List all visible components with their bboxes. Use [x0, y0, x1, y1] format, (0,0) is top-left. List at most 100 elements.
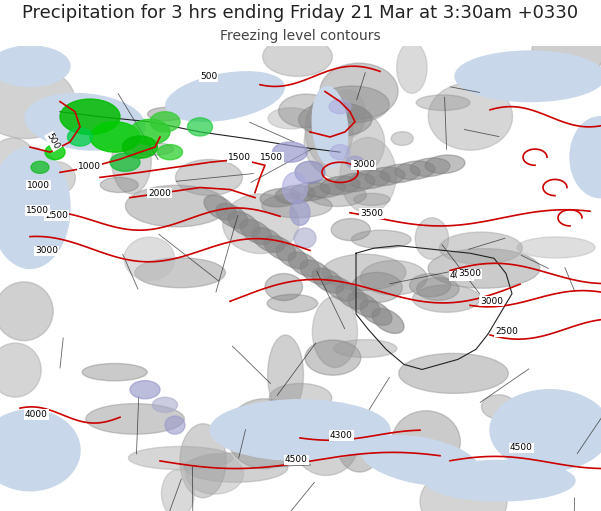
Ellipse shape [184, 453, 288, 482]
Text: 1500: 1500 [260, 153, 283, 162]
Ellipse shape [90, 122, 140, 152]
Ellipse shape [112, 128, 151, 194]
Ellipse shape [294, 228, 316, 248]
Ellipse shape [223, 194, 299, 253]
Ellipse shape [335, 173, 375, 192]
Ellipse shape [265, 273, 302, 300]
Ellipse shape [295, 161, 325, 183]
Ellipse shape [308, 183, 367, 206]
Ellipse shape [210, 400, 390, 460]
Ellipse shape [322, 254, 406, 290]
Text: 1000: 1000 [27, 180, 50, 190]
Text: 2500: 2500 [495, 327, 518, 336]
Text: 3500: 3500 [360, 209, 383, 218]
Text: 1500: 1500 [228, 153, 251, 162]
Ellipse shape [130, 119, 170, 145]
Text: 2000: 2000 [148, 189, 171, 198]
Ellipse shape [38, 162, 75, 195]
Ellipse shape [305, 340, 361, 375]
Ellipse shape [100, 177, 138, 193]
Ellipse shape [272, 142, 308, 162]
Text: 3000: 3000 [352, 160, 375, 169]
Ellipse shape [204, 195, 236, 220]
Ellipse shape [352, 230, 411, 248]
Text: 2500: 2500 [45, 211, 68, 220]
Ellipse shape [330, 145, 350, 160]
Ellipse shape [334, 340, 397, 357]
Ellipse shape [240, 220, 272, 244]
Ellipse shape [290, 182, 330, 201]
Ellipse shape [300, 260, 332, 285]
Text: Precipitation for 3 hrs ending Friday 21 Mar at 3:30am +0330: Precipitation for 3 hrs ending Friday 21… [22, 4, 579, 22]
Ellipse shape [416, 277, 459, 300]
Ellipse shape [481, 395, 516, 419]
Ellipse shape [320, 63, 398, 119]
Ellipse shape [415, 218, 448, 259]
Ellipse shape [276, 244, 308, 269]
Text: 4500: 4500 [285, 455, 308, 464]
Ellipse shape [361, 436, 479, 485]
Text: 1000: 1000 [78, 162, 101, 171]
Text: 4300: 4300 [330, 431, 353, 440]
Ellipse shape [397, 42, 427, 94]
Ellipse shape [361, 261, 427, 295]
Ellipse shape [227, 399, 302, 469]
Ellipse shape [409, 274, 451, 297]
Ellipse shape [228, 212, 260, 237]
Ellipse shape [0, 147, 70, 268]
Ellipse shape [490, 390, 601, 471]
Ellipse shape [340, 137, 396, 213]
Ellipse shape [268, 108, 314, 129]
Ellipse shape [252, 227, 284, 252]
Ellipse shape [166, 72, 284, 121]
Ellipse shape [31, 161, 49, 173]
Ellipse shape [0, 46, 70, 86]
Ellipse shape [420, 469, 507, 511]
Ellipse shape [425, 460, 575, 501]
Ellipse shape [148, 107, 185, 121]
Ellipse shape [392, 411, 460, 473]
Ellipse shape [304, 106, 385, 179]
Ellipse shape [429, 83, 513, 150]
Ellipse shape [312, 268, 344, 293]
Ellipse shape [124, 237, 175, 281]
Ellipse shape [135, 258, 225, 288]
Ellipse shape [188, 118, 213, 136]
Ellipse shape [395, 161, 435, 179]
Ellipse shape [123, 136, 157, 158]
Ellipse shape [329, 90, 365, 138]
Ellipse shape [305, 94, 353, 166]
Ellipse shape [262, 194, 332, 218]
Ellipse shape [372, 309, 404, 333]
Ellipse shape [150, 112, 180, 132]
Ellipse shape [428, 249, 540, 288]
Ellipse shape [267, 294, 318, 312]
Ellipse shape [126, 185, 228, 227]
Text: 3000: 3000 [35, 246, 58, 255]
Ellipse shape [380, 164, 420, 182]
Ellipse shape [0, 282, 53, 341]
Ellipse shape [25, 94, 145, 150]
Ellipse shape [130, 381, 160, 399]
Ellipse shape [399, 354, 508, 393]
Ellipse shape [517, 237, 595, 258]
Ellipse shape [570, 117, 601, 198]
Ellipse shape [348, 292, 380, 317]
Ellipse shape [351, 272, 402, 303]
Text: 4000: 4000 [25, 410, 48, 419]
Ellipse shape [67, 128, 93, 146]
Ellipse shape [132, 143, 174, 155]
Ellipse shape [316, 86, 389, 123]
Text: 500: 500 [45, 132, 61, 151]
Ellipse shape [110, 153, 140, 171]
Text: 4500: 4500 [510, 444, 533, 452]
Ellipse shape [299, 102, 372, 137]
Ellipse shape [350, 170, 390, 189]
Ellipse shape [416, 95, 470, 110]
Ellipse shape [0, 343, 41, 397]
Ellipse shape [269, 383, 332, 412]
Ellipse shape [275, 185, 315, 204]
Ellipse shape [153, 397, 177, 412]
Ellipse shape [290, 200, 310, 225]
Ellipse shape [0, 410, 80, 491]
